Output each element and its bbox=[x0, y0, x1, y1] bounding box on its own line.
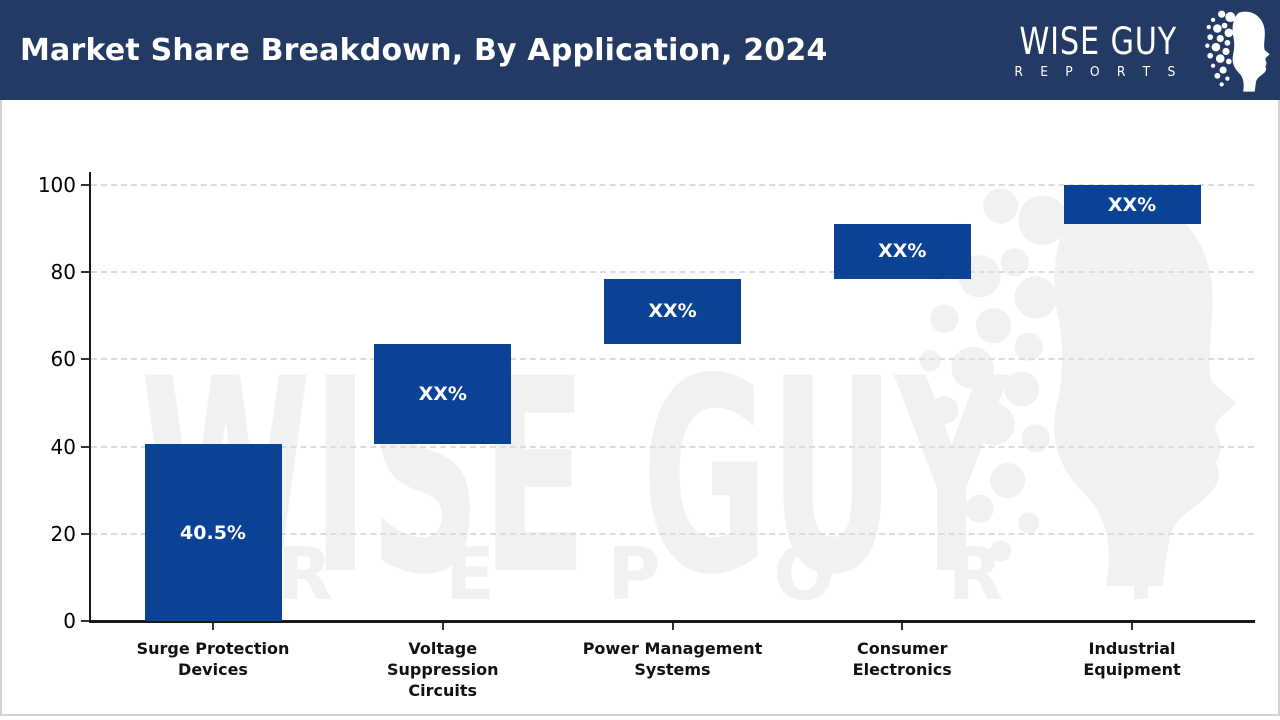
x-tick-mark bbox=[1131, 623, 1133, 630]
bar bbox=[604, 278, 741, 345]
y-tick-label: 100 bbox=[37, 173, 76, 197]
bar-value-label: XX% bbox=[648, 300, 697, 323]
gridline bbox=[91, 271, 1254, 274]
y-tick-mark bbox=[81, 184, 89, 186]
y-tick-mark bbox=[81, 532, 89, 535]
x-tick-mark bbox=[212, 623, 214, 630]
x-axis-category-label: Industrial Equipment bbox=[1083, 639, 1181, 679]
y-tick-label: 60 bbox=[50, 347, 76, 372]
bar-value-label: XX% bbox=[878, 240, 927, 263]
x-axis-line bbox=[89, 620, 1255, 623]
gridline bbox=[91, 184, 1254, 186]
bar bbox=[1063, 185, 1201, 225]
x-tick-mark bbox=[441, 623, 444, 630]
chart-canvas: WISE GUY R E P O R T S 0 20 40 60 80 100 40.5… bbox=[0, 100, 1280, 716]
y-tick-label: 80 bbox=[50, 260, 76, 285]
x-tick-mark bbox=[901, 623, 904, 630]
gridline bbox=[91, 358, 1254, 361]
x-axis-category-label: Consumer Electronics bbox=[852, 639, 952, 679]
x-tick-mark bbox=[671, 623, 674, 630]
bar bbox=[374, 344, 512, 445]
bar-value-label: 40.5% bbox=[180, 521, 246, 544]
page-title: Market Share Breakdown, By Application, … bbox=[20, 32, 828, 68]
x-axis-category-label: Voltage Suppression Circuits bbox=[387, 639, 499, 700]
y-tick-label: 0 bbox=[63, 609, 76, 633]
brand-logo: WISE GUY R E P O R T S bbox=[1002, 6, 1272, 94]
y-axis-line bbox=[89, 172, 91, 623]
y-tick-mark bbox=[81, 620, 89, 622]
x-axis-category-label: Power Management Systems bbox=[582, 639, 763, 679]
y-tick-mark bbox=[81, 358, 89, 361]
x-axis-category-label: Surge Protection Devices bbox=[136, 639, 290, 679]
watermark-wordmark: WISE GUY bbox=[140, 322, 1008, 634]
y-tick-label: 20 bbox=[50, 521, 76, 546]
logo-text: WISE GUY R E P O R T S bbox=[1002, 20, 1194, 80]
y-tick-label: 40 bbox=[50, 434, 76, 459]
gridline bbox=[91, 445, 1254, 448]
y-tick-mark bbox=[81, 445, 89, 448]
bar bbox=[833, 224, 971, 279]
bar-value-label: XX% bbox=[418, 383, 467, 406]
bar bbox=[144, 444, 282, 621]
logo-wordmark: WISE GUY bbox=[1018, 20, 1177, 63]
logo-subtext: R E P O R T S bbox=[1013, 65, 1182, 80]
y-tick-mark bbox=[81, 271, 89, 274]
gridline bbox=[91, 532, 1254, 535]
bar-value-label: XX% bbox=[1107, 193, 1157, 216]
header-bar: Market Share Breakdown, By Application, … bbox=[0, 0, 1280, 100]
logo-face-icon bbox=[1205, 10, 1270, 92]
